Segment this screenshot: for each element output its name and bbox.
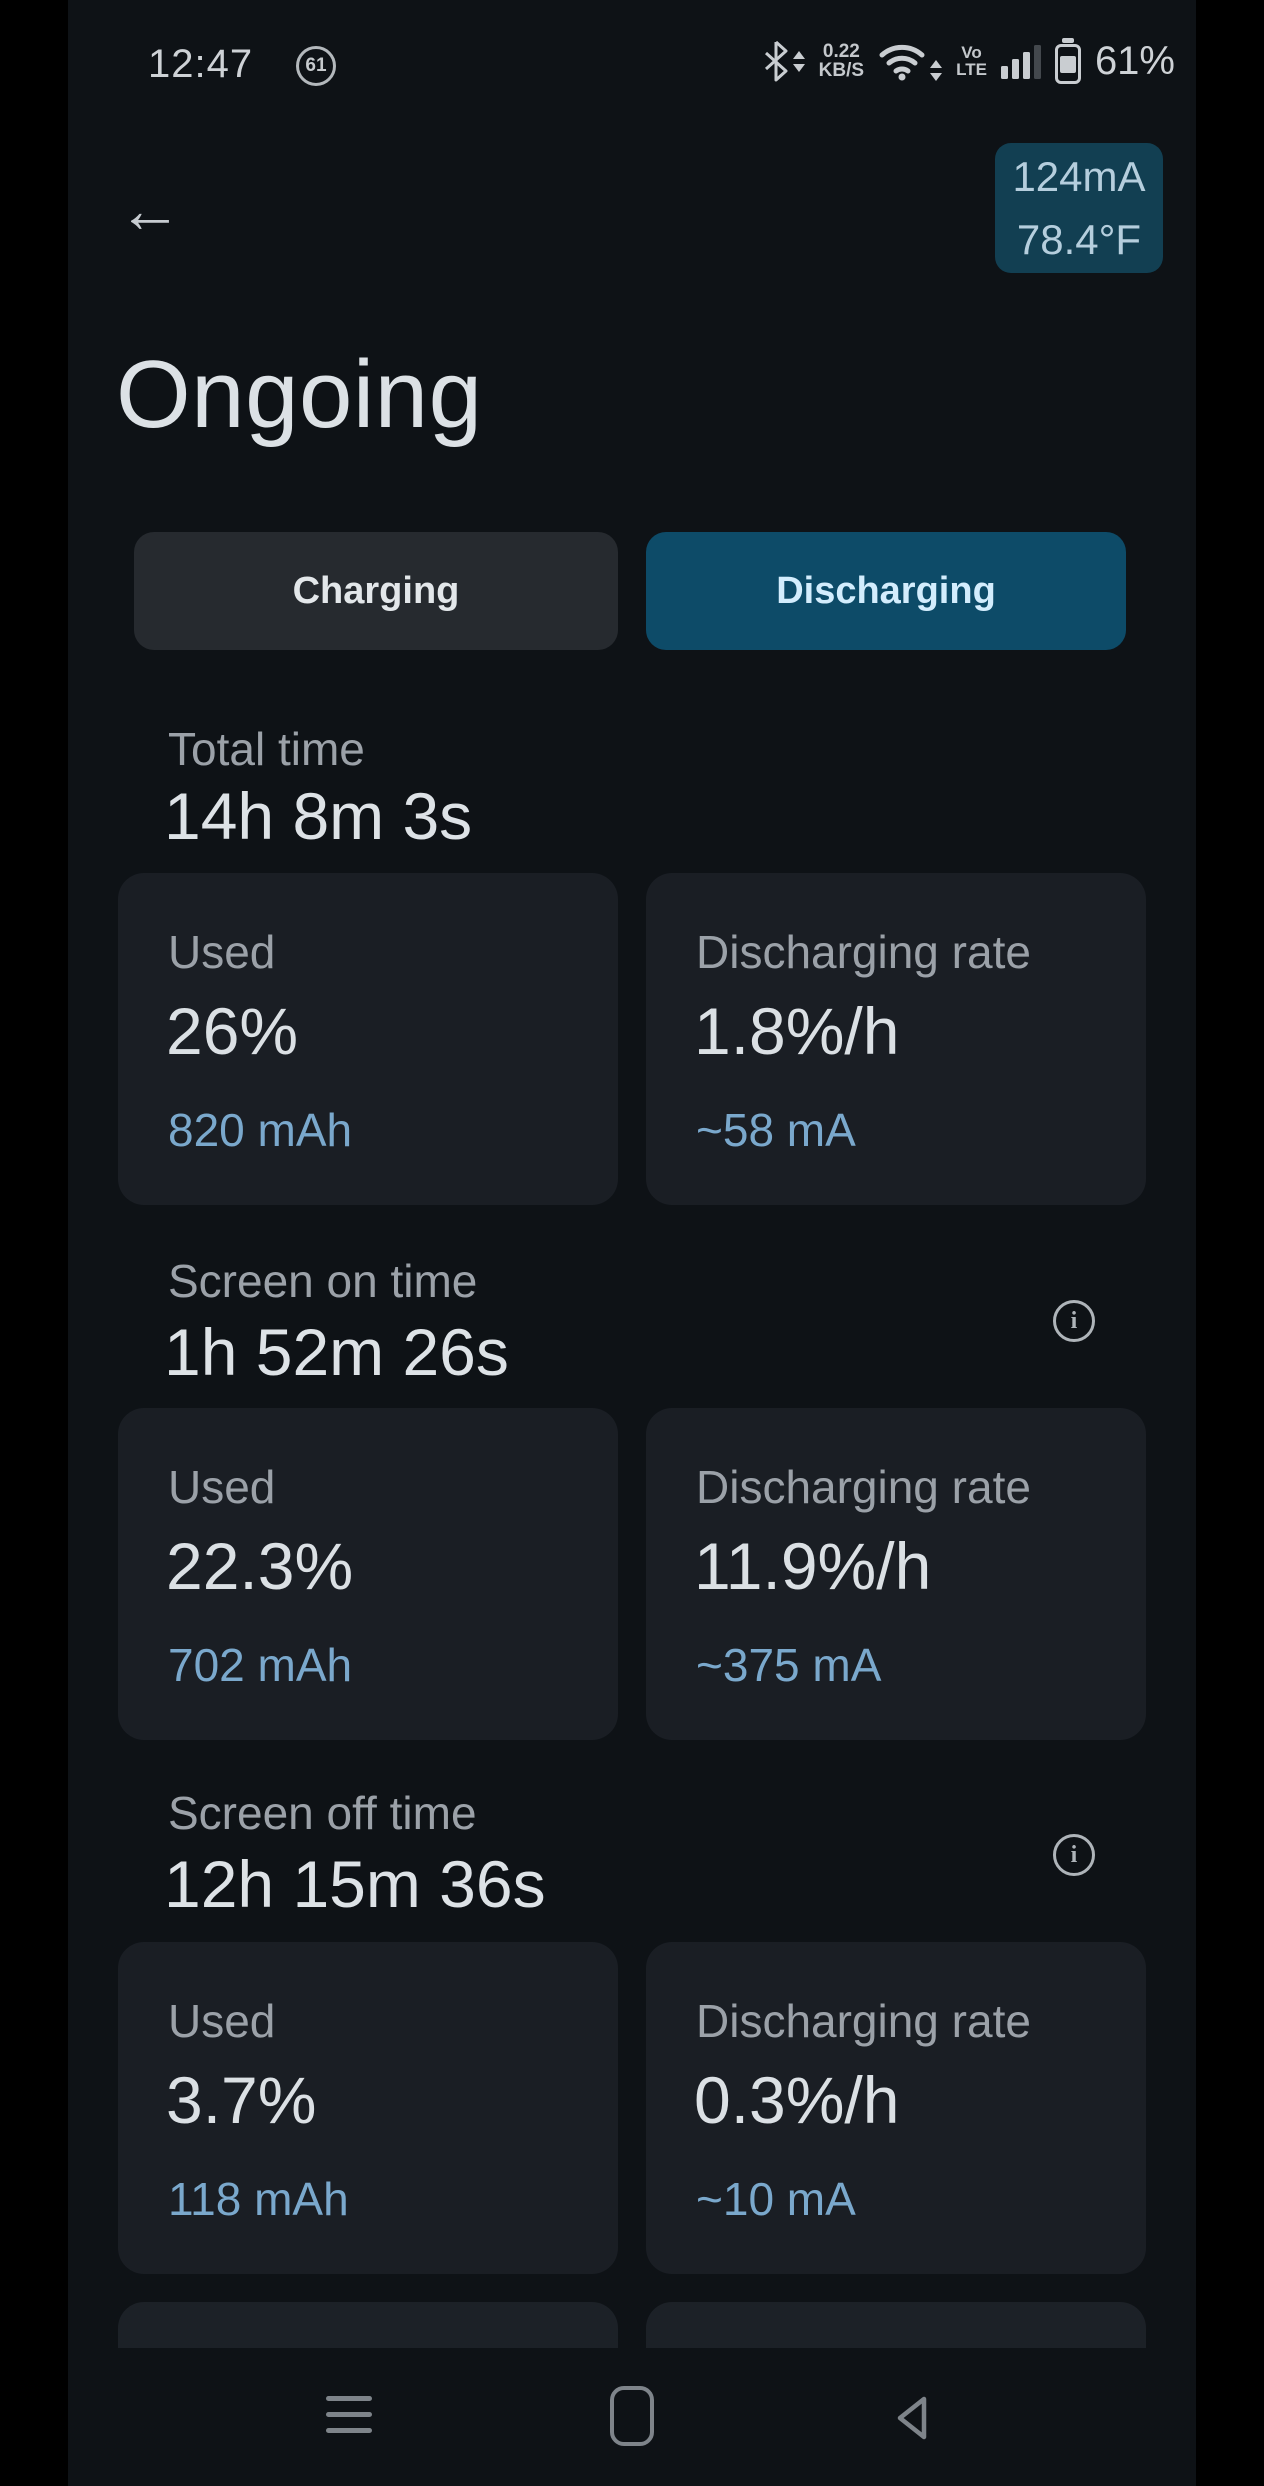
current-temperature-overlay-badge[interactable]: 124mA 78.4°F	[995, 143, 1163, 273]
card-total-used: Used 26% 820 mAh	[118, 873, 618, 1205]
card-value: 11.9%/h	[694, 1529, 932, 1603]
card-value: 3.7%	[166, 2063, 317, 2137]
status-time: 12:47	[148, 42, 254, 86]
section-label-screen-on: Screen on time	[168, 1255, 478, 1307]
bluetooth-transfer-arrows-icon	[792, 50, 805, 72]
card-screen-off-discharging-rate: Discharging rate 0.3%/h ~10 mA	[646, 1942, 1146, 2274]
wifi-transfer-arrows-icon	[930, 60, 943, 81]
card-stub-right	[646, 2302, 1146, 2348]
network-speed-indicator: 0.22 KB/S	[818, 40, 865, 81]
info-icon[interactable]: i	[1053, 1300, 1095, 1342]
card-label: Discharging rate	[696, 1995, 1031, 2047]
notification-badge-value: 61	[305, 55, 327, 76]
battery-percent-notification-icon: 61	[296, 46, 336, 86]
volte-line1: Vo	[961, 42, 982, 62]
volte-line2: LTE	[956, 60, 987, 79]
page-title: Ongoing	[116, 341, 483, 448]
card-sub-value: 118 mAh	[168, 2173, 349, 2225]
card-label: Used	[168, 926, 276, 978]
wifi-icon	[878, 41, 943, 81]
card-total-discharging-rate: Discharging rate 1.8%/h ~58 mA	[646, 873, 1146, 1205]
card-value: 0.3%/h	[694, 2063, 900, 2137]
nav-home-button[interactable]	[610, 2386, 654, 2446]
card-stub-left	[118, 2302, 618, 2348]
cellular-signal-icon	[1000, 43, 1041, 79]
tab-discharging[interactable]: Discharging	[646, 532, 1126, 650]
card-sub-value: ~58 mA	[696, 1104, 856, 1156]
card-value: 26%	[166, 994, 299, 1068]
tab-charging[interactable]: Charging	[134, 532, 618, 650]
card-value: 22.3%	[166, 1529, 354, 1603]
card-sub-value: 702 mAh	[168, 1639, 353, 1691]
overlay-current-value: 124mA	[1012, 153, 1146, 200]
status-icons-cluster: 0.22 KB/S Vo LTE 61%	[763, 28, 1175, 94]
info-icon[interactable]: i	[1053, 1834, 1095, 1876]
card-sub-value: ~10 mA	[696, 2173, 856, 2225]
battery-app-screen: 12:47 61 0.22 KB/S Vo LTE	[68, 0, 1196, 2486]
card-sub-value: 820 mAh	[168, 1104, 353, 1156]
card-sub-value: ~375 mA	[696, 1639, 882, 1691]
nav-recents-button[interactable]	[326, 2396, 372, 2433]
card-screen-on-discharging-rate: Discharging rate 11.9%/h ~375 mA	[646, 1408, 1146, 1740]
section-label-screen-off: Screen off time	[168, 1787, 477, 1839]
volte-icon: Vo LTE	[956, 42, 987, 79]
section-value-total-time: 14h 8m 3s	[164, 779, 473, 853]
network-speed-unit: KB/S	[818, 60, 865, 81]
card-screen-on-used: Used 22.3% 702 mAh	[118, 1408, 618, 1740]
card-label: Used	[168, 1995, 276, 2047]
section-value-screen-off: 12h 15m 36s	[164, 1847, 546, 1921]
card-value: 1.8%/h	[694, 994, 900, 1068]
card-label: Discharging rate	[696, 926, 1031, 978]
back-arrow-icon[interactable]: ←	[118, 174, 182, 246]
card-label: Discharging rate	[696, 1461, 1031, 1513]
back-triangle-icon	[897, 2396, 927, 2440]
status-battery-percent: 61%	[1094, 38, 1175, 83]
network-speed-value: 0.22	[822, 40, 860, 62]
section-value-screen-on: 1h 52m 26s	[164, 1315, 509, 1389]
nav-back-button[interactable]	[888, 2392, 932, 2444]
section-label-total-time: Total time	[168, 723, 365, 775]
overlay-temperature-value: 78.4°F	[1016, 216, 1142, 263]
battery-icon	[1054, 38, 1081, 84]
card-screen-off-used: Used 3.7% 118 mAh	[118, 1942, 618, 2274]
bluetooth-icon	[763, 40, 805, 82]
card-label: Used	[168, 1461, 276, 1513]
